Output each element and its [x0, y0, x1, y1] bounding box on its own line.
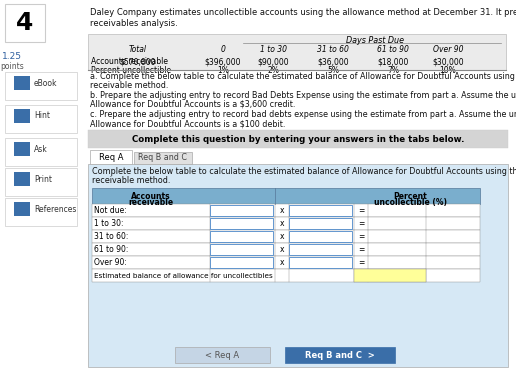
Text: Days Past Due: Days Past Due — [346, 36, 404, 45]
Bar — [5, 168, 77, 196]
Text: 1 to 30: 1 to 30 — [260, 45, 286, 54]
Text: 2%: 2% — [267, 66, 279, 75]
Bar — [134, 152, 192, 164]
Text: < Req A: < Req A — [205, 351, 239, 359]
Text: =: = — [358, 232, 364, 241]
Text: 31 to 60: 31 to 60 — [317, 45, 349, 54]
Bar — [5, 198, 77, 226]
Bar — [289, 218, 352, 229]
Bar — [92, 230, 480, 243]
Text: points: points — [0, 62, 24, 71]
Bar — [289, 205, 352, 216]
Text: Hint: Hint — [34, 111, 50, 121]
Text: receivable method.: receivable method. — [90, 81, 168, 90]
Bar — [92, 243, 480, 256]
Text: Complete the below table to calculate the estimated balance of Allowance for Dou: Complete the below table to calculate th… — [92, 167, 516, 176]
Text: Req B and C  >: Req B and C > — [305, 351, 375, 359]
Text: x: x — [280, 258, 284, 267]
Text: 10%: 10% — [440, 66, 456, 75]
Text: $36,000: $36,000 — [317, 57, 349, 66]
Text: $396,000: $396,000 — [205, 57, 241, 66]
Bar — [92, 256, 480, 269]
Text: Allowance for Doubtful Accounts is a $3,600 credit.: Allowance for Doubtful Accounts is a $3,… — [90, 100, 295, 109]
Text: $18,000: $18,000 — [377, 57, 409, 66]
Text: 4: 4 — [17, 11, 34, 35]
Bar — [14, 109, 30, 123]
Bar — [5, 138, 77, 166]
Bar — [92, 204, 480, 217]
Text: Req B and C: Req B and C — [138, 154, 187, 162]
Text: x: x — [280, 232, 284, 241]
Text: 7%: 7% — [387, 66, 399, 75]
Text: Estimated balance of allowance for uncollectibles: Estimated balance of allowance for uncol… — [94, 272, 273, 279]
Text: 0: 0 — [220, 45, 225, 54]
Text: 61 to 90: 61 to 90 — [377, 45, 409, 54]
Bar — [175, 347, 270, 363]
Text: $90,000: $90,000 — [257, 57, 289, 66]
Text: 61 to 90:: 61 to 90: — [94, 245, 128, 254]
Bar — [289, 257, 352, 268]
Text: Req A: Req A — [99, 152, 123, 162]
Bar — [92, 269, 480, 282]
Text: Print: Print — [34, 175, 52, 183]
Text: x: x — [280, 245, 284, 254]
Text: =: = — [358, 258, 364, 267]
Bar — [354, 269, 426, 282]
Text: receivable method.: receivable method. — [92, 176, 170, 185]
Text: b. Prepare the adjusting entry to record Bad Debts Expense using the estimate fr: b. Prepare the adjusting entry to record… — [90, 91, 516, 100]
Text: Percent: Percent — [393, 192, 427, 201]
Text: References: References — [34, 204, 76, 214]
Bar — [90, 150, 132, 164]
Bar — [289, 244, 352, 255]
Text: Allowance for Doubtful Accounts is a $100 debit.: Allowance for Doubtful Accounts is a $10… — [90, 119, 285, 128]
Text: $570,000: $570,000 — [120, 57, 156, 66]
Bar — [210, 205, 273, 216]
Bar — [14, 76, 30, 90]
Text: receivable: receivable — [128, 198, 173, 207]
Text: a. Complete the below table to calculate the estimated balance of Allowance for : a. Complete the below table to calculate… — [90, 72, 516, 81]
Bar — [5, 105, 77, 133]
Text: =: = — [358, 206, 364, 215]
Bar — [285, 347, 395, 363]
Bar — [14, 172, 30, 186]
Text: x: x — [280, 219, 284, 228]
Text: Not due:: Not due: — [94, 206, 127, 215]
Bar — [210, 231, 273, 242]
Bar — [210, 257, 273, 268]
Bar — [88, 34, 506, 70]
Bar — [14, 142, 30, 156]
Text: Over 90:: Over 90: — [94, 258, 127, 267]
Text: receivables analysis.: receivables analysis. — [90, 19, 178, 28]
Bar — [289, 231, 352, 242]
Text: Accounts: Accounts — [131, 192, 171, 201]
Text: Daley Company estimates uncollectible accounts using the allowance method at Dec: Daley Company estimates uncollectible ac… — [90, 8, 516, 17]
Text: Total: Total — [129, 45, 147, 54]
Bar — [88, 164, 508, 367]
Text: =: = — [358, 245, 364, 254]
Text: eBook: eBook — [34, 79, 57, 87]
Text: 1%: 1% — [217, 66, 229, 75]
Text: =: = — [358, 219, 364, 228]
Text: Over 90: Over 90 — [433, 45, 463, 54]
Text: c. Prepare the adjusting entry to record bad debts expense using the estimate fr: c. Prepare the adjusting entry to record… — [90, 110, 516, 119]
Text: Ask: Ask — [34, 145, 48, 154]
Bar — [210, 218, 273, 229]
Text: Complete this question by entering your answers in the tabs below.: Complete this question by entering your … — [132, 134, 464, 144]
Text: Accounts receivable: Accounts receivable — [91, 57, 168, 66]
Text: Percent uncollectible: Percent uncollectible — [91, 66, 171, 75]
Text: uncollectible (%): uncollectible (%) — [374, 198, 446, 207]
Text: 31 to 60:: 31 to 60: — [94, 232, 128, 241]
Text: x: x — [280, 206, 284, 215]
Bar — [92, 188, 480, 204]
Bar — [5, 4, 45, 42]
Bar — [88, 130, 508, 148]
Text: 5%: 5% — [327, 66, 339, 75]
Bar — [92, 217, 480, 230]
Text: 1 to 30:: 1 to 30: — [94, 219, 123, 228]
Text: $30,000: $30,000 — [432, 57, 464, 66]
Text: 1.25: 1.25 — [2, 52, 22, 61]
Bar — [14, 202, 30, 216]
Bar — [5, 72, 77, 100]
Bar — [210, 244, 273, 255]
